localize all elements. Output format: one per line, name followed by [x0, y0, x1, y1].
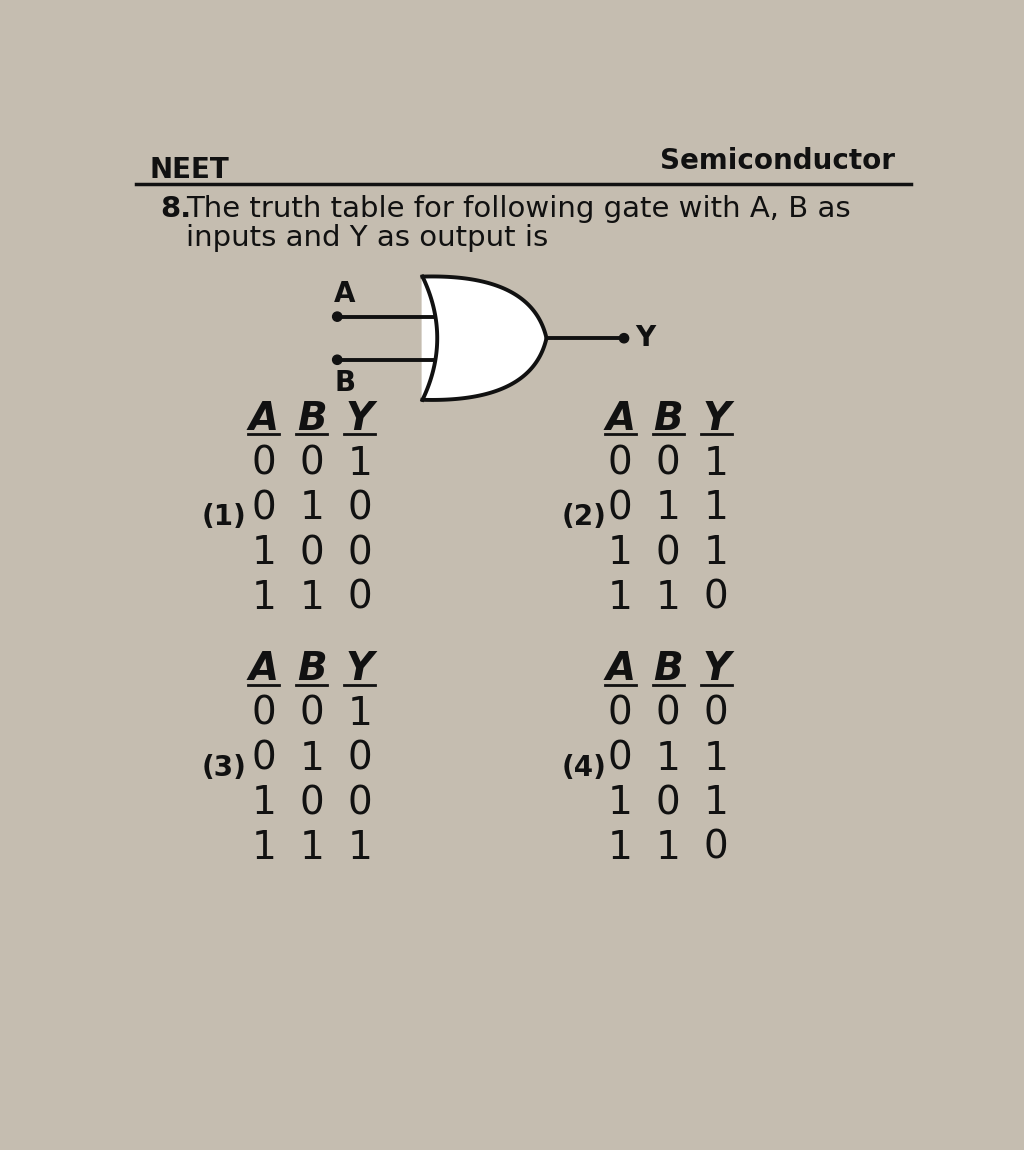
Text: 1: 1 — [251, 829, 276, 867]
Text: 0: 0 — [251, 490, 276, 528]
Text: 1: 1 — [347, 695, 372, 733]
Text: Y: Y — [702, 650, 730, 689]
Text: 1: 1 — [607, 578, 633, 616]
Text: 1: 1 — [251, 534, 276, 572]
Text: 8.: 8. — [161, 194, 191, 223]
Text: 0: 0 — [655, 784, 681, 822]
Text: 1: 1 — [299, 739, 325, 777]
Text: 1: 1 — [703, 739, 729, 777]
Text: 0: 0 — [608, 739, 633, 777]
Text: 0: 0 — [703, 829, 729, 867]
Text: 0: 0 — [299, 445, 324, 483]
Text: 1: 1 — [347, 445, 372, 483]
Text: NEET: NEET — [150, 156, 229, 184]
Text: (1): (1) — [202, 504, 247, 531]
Text: A: A — [605, 400, 635, 438]
Text: B: B — [297, 400, 327, 438]
Text: Y: Y — [346, 400, 374, 438]
Text: 1: 1 — [703, 490, 729, 528]
Text: Y: Y — [346, 650, 374, 689]
Text: 1: 1 — [607, 829, 633, 867]
Text: B: B — [297, 650, 327, 689]
Text: 0: 0 — [251, 445, 276, 483]
Text: Semiconductor: Semiconductor — [660, 147, 895, 175]
Text: 1: 1 — [655, 739, 681, 777]
Text: 0: 0 — [299, 784, 324, 822]
Text: A: A — [334, 279, 355, 307]
Text: 1: 1 — [299, 578, 325, 616]
Text: The truth table for following gate with A, B as: The truth table for following gate with … — [186, 194, 851, 223]
Circle shape — [333, 312, 342, 321]
Text: 1: 1 — [655, 829, 681, 867]
Text: 1: 1 — [299, 829, 325, 867]
Polygon shape — [423, 276, 547, 400]
Text: 1: 1 — [703, 445, 729, 483]
Text: 1: 1 — [299, 490, 325, 528]
Text: 0: 0 — [655, 695, 681, 733]
Text: 0: 0 — [655, 534, 681, 572]
Text: 1: 1 — [655, 578, 681, 616]
Text: 0: 0 — [299, 695, 324, 733]
Text: 0: 0 — [608, 490, 633, 528]
Text: 1: 1 — [703, 784, 729, 822]
Text: 0: 0 — [347, 578, 372, 616]
Text: 0: 0 — [347, 784, 372, 822]
Text: B: B — [653, 650, 683, 689]
Text: (3): (3) — [202, 753, 247, 782]
Text: (2): (2) — [562, 504, 607, 531]
Text: 0: 0 — [251, 695, 276, 733]
Text: 0: 0 — [608, 445, 633, 483]
Text: 0: 0 — [655, 445, 681, 483]
Text: A: A — [605, 650, 635, 689]
Text: A: A — [249, 650, 279, 689]
Text: B: B — [653, 400, 683, 438]
Text: 1: 1 — [251, 578, 276, 616]
Text: 1: 1 — [703, 534, 729, 572]
Text: 1: 1 — [607, 784, 633, 822]
Text: A: A — [249, 400, 279, 438]
Text: 0: 0 — [347, 534, 372, 572]
Text: 1: 1 — [655, 490, 681, 528]
Circle shape — [620, 334, 629, 343]
Text: 0: 0 — [299, 534, 324, 572]
Text: Y: Y — [636, 324, 655, 352]
Text: 0: 0 — [251, 739, 276, 777]
Text: 0: 0 — [347, 739, 372, 777]
Text: 0: 0 — [608, 695, 633, 733]
Circle shape — [333, 355, 342, 365]
Text: 1: 1 — [251, 784, 276, 822]
Text: 0: 0 — [703, 578, 729, 616]
Text: B: B — [335, 369, 355, 397]
Text: 0: 0 — [347, 490, 372, 528]
Text: inputs and Y as output is: inputs and Y as output is — [186, 224, 549, 252]
Text: 1: 1 — [607, 534, 633, 572]
Text: Y: Y — [702, 400, 730, 438]
Text: 1: 1 — [347, 829, 372, 867]
Text: (4): (4) — [562, 753, 607, 782]
Text: 0: 0 — [703, 695, 729, 733]
